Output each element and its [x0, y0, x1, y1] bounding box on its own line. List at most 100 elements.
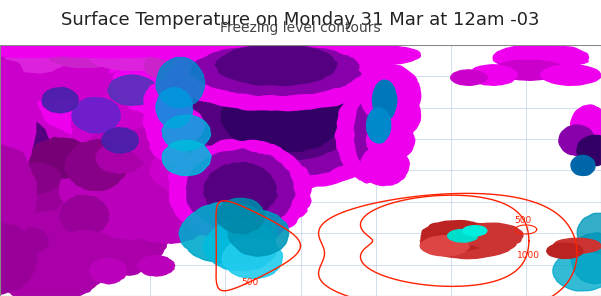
- Polygon shape: [42, 263, 78, 289]
- Polygon shape: [451, 70, 487, 85]
- Polygon shape: [12, 163, 61, 193]
- Polygon shape: [0, 120, 49, 161]
- Polygon shape: [577, 213, 601, 254]
- Polygon shape: [29, 137, 90, 178]
- Polygon shape: [0, 53, 90, 163]
- Text: 1000: 1000: [517, 251, 540, 260]
- Polygon shape: [144, 48, 406, 192]
- Polygon shape: [204, 221, 276, 271]
- Polygon shape: [65, 140, 127, 190]
- Polygon shape: [156, 57, 204, 107]
- Polygon shape: [89, 45, 175, 70]
- Text: Surface Temperature on Monday 31 Mar at 12am -03: Surface Temperature on Monday 31 Mar at …: [61, 11, 540, 29]
- Polygon shape: [180, 125, 229, 166]
- Polygon shape: [72, 70, 193, 172]
- Polygon shape: [90, 258, 126, 284]
- Polygon shape: [239, 45, 360, 60]
- Polygon shape: [108, 75, 156, 105]
- Polygon shape: [0, 52, 42, 113]
- Polygon shape: [367, 120, 415, 160]
- Polygon shape: [144, 80, 192, 120]
- Text: Freezing level contours: Freezing level contours: [220, 21, 381, 35]
- Polygon shape: [156, 108, 204, 143]
- Polygon shape: [0, 42, 78, 57]
- Polygon shape: [492, 60, 566, 80]
- Polygon shape: [493, 45, 588, 70]
- Polygon shape: [216, 198, 264, 234]
- Polygon shape: [0, 144, 36, 247]
- Polygon shape: [179, 203, 278, 263]
- Polygon shape: [0, 165, 91, 276]
- Polygon shape: [228, 210, 288, 256]
- Text: 500: 500: [241, 278, 258, 287]
- Polygon shape: [360, 65, 421, 125]
- Polygon shape: [60, 195, 109, 237]
- Polygon shape: [448, 229, 478, 242]
- Polygon shape: [0, 211, 108, 296]
- Polygon shape: [215, 45, 337, 86]
- Polygon shape: [6, 43, 67, 73]
- Polygon shape: [559, 125, 595, 155]
- Polygon shape: [420, 223, 517, 259]
- Polygon shape: [367, 108, 391, 143]
- Polygon shape: [221, 77, 344, 153]
- Polygon shape: [571, 233, 601, 284]
- Polygon shape: [42, 88, 78, 113]
- Polygon shape: [169, 140, 313, 242]
- Polygon shape: [113, 47, 223, 119]
- Text: 500: 500: [514, 216, 531, 225]
- Polygon shape: [0, 261, 42, 291]
- Polygon shape: [163, 52, 391, 178]
- Polygon shape: [150, 42, 272, 63]
- Polygon shape: [571, 105, 601, 145]
- Polygon shape: [120, 173, 216, 243]
- Polygon shape: [468, 65, 517, 85]
- Polygon shape: [361, 145, 409, 186]
- Polygon shape: [354, 91, 403, 176]
- Polygon shape: [0, 81, 85, 234]
- Polygon shape: [150, 130, 186, 160]
- Polygon shape: [168, 173, 217, 208]
- Polygon shape: [60, 231, 109, 261]
- Polygon shape: [0, 63, 160, 205]
- Polygon shape: [34, 42, 183, 58]
- Polygon shape: [102, 128, 138, 153]
- Polygon shape: [420, 236, 469, 256]
- Polygon shape: [204, 163, 277, 218]
- Polygon shape: [144, 47, 216, 83]
- Polygon shape: [11, 228, 48, 253]
- Polygon shape: [150, 150, 210, 191]
- Polygon shape: [162, 115, 210, 151]
- Polygon shape: [463, 226, 487, 236]
- Polygon shape: [373, 92, 421, 138]
- Polygon shape: [48, 43, 121, 67]
- Polygon shape: [547, 243, 583, 258]
- Polygon shape: [59, 128, 204, 240]
- Polygon shape: [335, 83, 409, 183]
- Polygon shape: [156, 88, 192, 128]
- Polygon shape: [132, 128, 181, 163]
- Polygon shape: [553, 251, 601, 291]
- Polygon shape: [138, 256, 174, 276]
- Polygon shape: [35, 48, 181, 141]
- Polygon shape: [191, 45, 361, 95]
- Polygon shape: [0, 222, 37, 294]
- Polygon shape: [222, 238, 282, 279]
- Polygon shape: [0, 39, 109, 101]
- Polygon shape: [186, 54, 247, 96]
- Polygon shape: [463, 223, 523, 248]
- Polygon shape: [96, 142, 144, 173]
- Polygon shape: [577, 135, 601, 166]
- Polygon shape: [166, 40, 384, 111]
- Polygon shape: [162, 140, 211, 176]
- Polygon shape: [540, 65, 601, 85]
- Polygon shape: [120, 203, 168, 239]
- Polygon shape: [571, 155, 595, 176]
- Polygon shape: [553, 238, 601, 253]
- Polygon shape: [187, 149, 295, 232]
- Polygon shape: [421, 221, 493, 251]
- Polygon shape: [325, 45, 421, 65]
- Polygon shape: [47, 187, 170, 280]
- Polygon shape: [72, 98, 120, 133]
- Polygon shape: [1, 145, 145, 246]
